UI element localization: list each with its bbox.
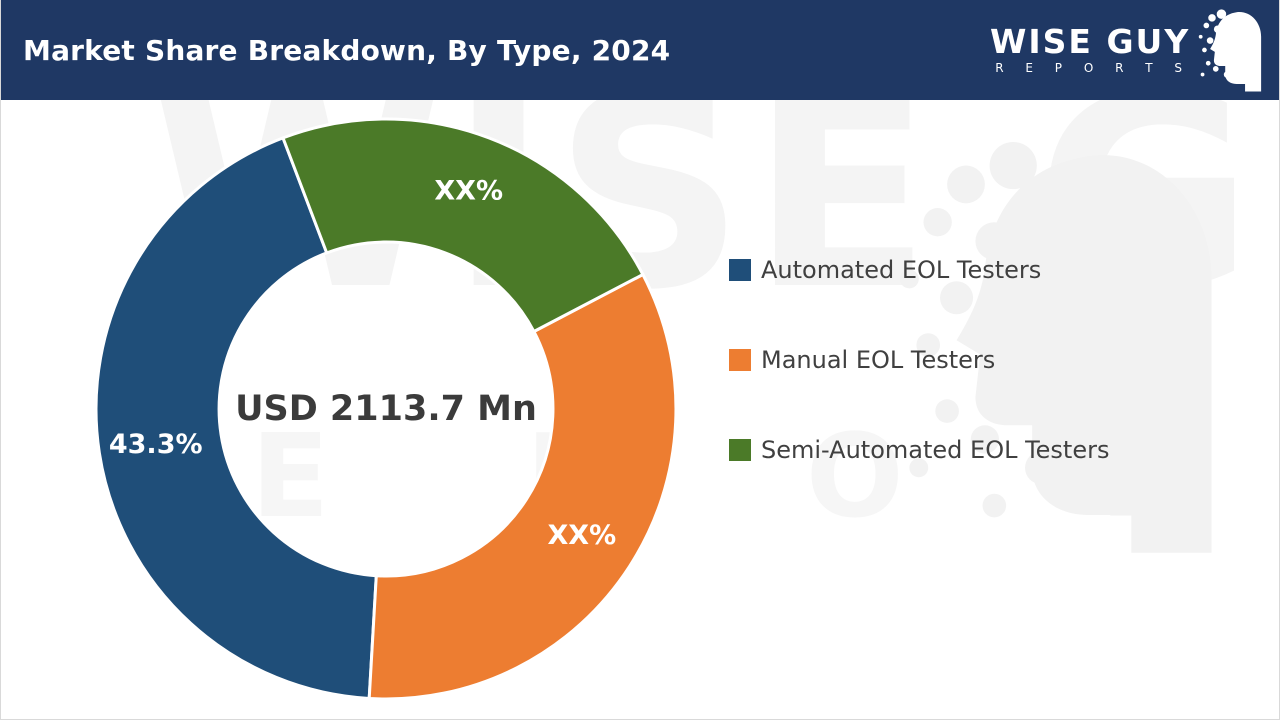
legend-item: Manual EOL Testers <box>729 348 1109 372</box>
wedge-manual-eol-testers <box>367 273 678 701</box>
donut-wedges <box>94 117 678 701</box>
legend-label: Manual EOL Testers <box>761 346 996 374</box>
brand-subname: R E P O R T S <box>995 61 1191 75</box>
donut-wedge-labels: 43.3% XX% XX% <box>109 176 616 551</box>
page-title: Market Share Breakdown, By Type, 2024 <box>23 33 671 67</box>
wedge-automated-eol-testers <box>94 136 378 700</box>
donut-chart: 43.3% XX% XX% USD 2113.7 Mn <box>94 117 678 701</box>
legend-swatch-green-icon <box>729 439 751 461</box>
wedge-semi-automated-eol-testers <box>281 117 645 333</box>
legend-swatch-orange-icon <box>729 349 751 371</box>
brand-logo-text: WISE GUY R E P O R T S <box>989 25 1191 75</box>
wedge-percent-label: XX% <box>434 176 503 207</box>
brand-face-icon <box>1198 9 1262 92</box>
donut-center-value: USD 2113.7 Mn <box>235 389 537 429</box>
brand-name: WISE GUY <box>989 22 1191 61</box>
legend-swatch-blue-icon <box>729 259 751 281</box>
chart-legend: Automated EOL Testers Manual EOL Testers… <box>729 258 1109 528</box>
header-bar: Market Share Breakdown, By Type, 2024 WI… <box>1 0 1279 100</box>
brand-logo: WISE GUY R E P O R T S <box>989 8 1263 92</box>
wedge-percent-label: XX% <box>547 520 616 551</box>
legend-item: Semi-Automated EOL Testers <box>729 438 1109 462</box>
wedge-percent-label: 43.3% <box>109 429 203 460</box>
legend-item: Automated EOL Testers <box>729 258 1109 282</box>
legend-label: Semi-Automated EOL Testers <box>761 436 1110 464</box>
legend-label: Automated EOL Testers <box>761 256 1042 284</box>
